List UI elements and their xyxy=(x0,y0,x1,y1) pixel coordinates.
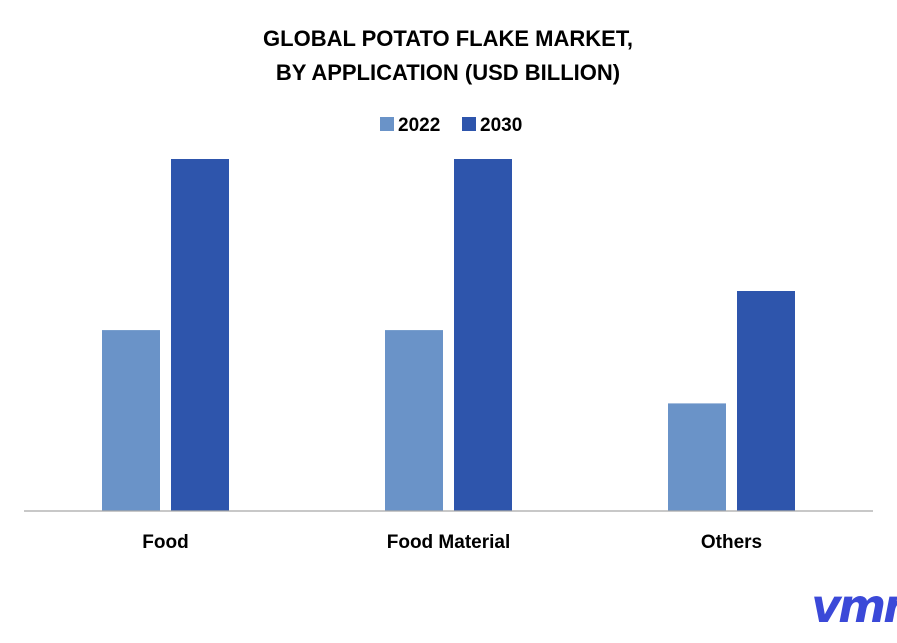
chart-title-line-1: GLOBAL POTATO FLAKE MARKET, xyxy=(263,26,633,51)
legend: 2022 2030 xyxy=(380,115,522,136)
x-tick-label: Food Material xyxy=(387,532,511,553)
plot-area xyxy=(102,159,795,511)
vmr-logo-text: vmr xyxy=(811,579,897,633)
bar-2022-food xyxy=(102,330,160,511)
bar-2030-food xyxy=(171,159,229,511)
chart-title-line-2: BY APPLICATION (USD BILLION) xyxy=(276,60,620,85)
legend-swatch-2022 xyxy=(380,117,394,131)
legend-label-2022: 2022 xyxy=(398,115,440,136)
bar-2030-others xyxy=(737,291,795,511)
bar-2022-food-material xyxy=(385,330,443,511)
vmr-logo: vmr xyxy=(811,579,897,633)
legend-label-2030: 2030 xyxy=(480,115,522,136)
x-tick-label: Others xyxy=(701,532,762,553)
bar-2030-food-material xyxy=(454,159,512,511)
bar-2022-others xyxy=(668,403,726,511)
x-tick-label: Food xyxy=(142,532,188,553)
x-axis-ticks: Food Food Material Others xyxy=(142,532,762,553)
legend-swatch-2030 xyxy=(462,117,476,131)
